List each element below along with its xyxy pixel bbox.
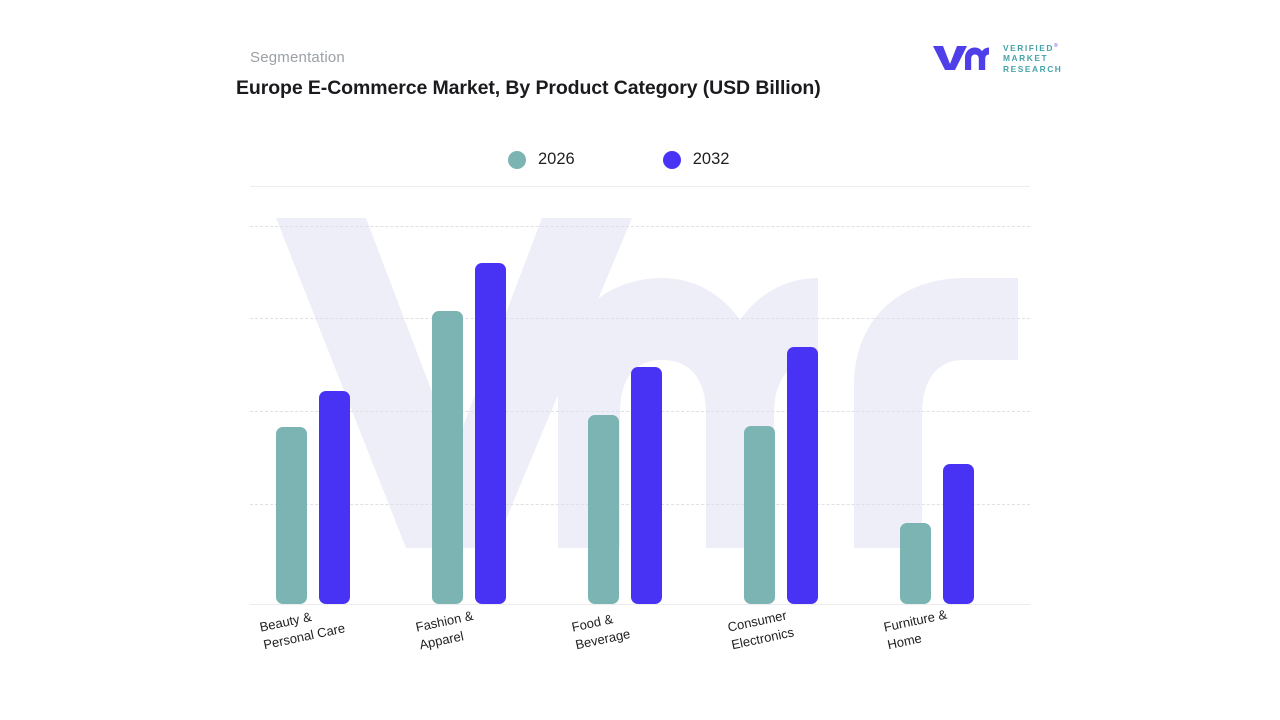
logo-wordmark: VERIFIED® MARKET RESEARCH: [1003, 41, 1062, 75]
vmr-logo-mark-icon: [931, 43, 993, 71]
bar-2026[interactable]: [588, 415, 619, 604]
segmentation-eyebrow: Segmentation: [250, 49, 345, 66]
bar-group-consumer-electronics: [718, 200, 874, 604]
x-axis-labels: Beauty & Personal Care Fashion & Apparel…: [250, 605, 1030, 695]
legend-item-2026[interactable]: 2026: [508, 150, 575, 169]
x-axis-cell: Consumer Electronics: [718, 605, 874, 695]
axis-baseline: [250, 604, 1030, 605]
bar-2032[interactable]: [787, 347, 818, 604]
header-divider: [250, 186, 1030, 187]
plot-area: [250, 200, 1030, 605]
legend-label: 2026: [538, 150, 575, 168]
bar-2032[interactable]: [475, 262, 506, 604]
bar-group-food-beverage: [562, 200, 718, 604]
logo-line-3: RESEARCH: [1003, 63, 1063, 74]
bar-group-beauty-personal-care: [250, 200, 406, 604]
legend-item-2032[interactable]: 2032: [662, 150, 730, 169]
registered-mark-icon: ®: [1054, 43, 1060, 49]
bar-2026[interactable]: [900, 523, 931, 604]
legend-swatch-icon: [662, 150, 681, 169]
gridline-4: [250, 226, 1030, 227]
chart-legend: 2026 2032: [508, 150, 729, 169]
bar-2026[interactable]: [432, 311, 463, 604]
x-axis-cell: Furniture & Home: [874, 605, 1030, 695]
logo-line-1: VERIFIED: [1003, 42, 1055, 53]
bar-2026[interactable]: [744, 426, 775, 604]
bar-groups: [250, 200, 1030, 604]
bar-2032[interactable]: [631, 366, 662, 604]
x-axis-cell: Beauty & Personal Care: [250, 605, 406, 695]
bar-2026[interactable]: [276, 427, 307, 604]
x-axis-cell: Fashion & Apparel: [406, 605, 562, 695]
brand-logo: VERIFIED® MARKET RESEARCH: [931, 41, 1061, 75]
logo-line-2: MARKET: [1003, 53, 1049, 64]
bar-2032[interactable]: [319, 391, 350, 604]
bar-group-furniture-home: [874, 200, 1030, 604]
page-title: Europe E-Commerce Market, By Product Cat…: [236, 77, 821, 99]
gridline-3: [250, 318, 1030, 319]
bar-2032[interactable]: [943, 463, 974, 604]
x-axis-cell: Food & Beverage: [562, 605, 718, 695]
legend-label: 2032: [692, 150, 730, 168]
legend-swatch-icon: [508, 150, 526, 169]
bar-group-fashion-apparel: [406, 200, 562, 604]
